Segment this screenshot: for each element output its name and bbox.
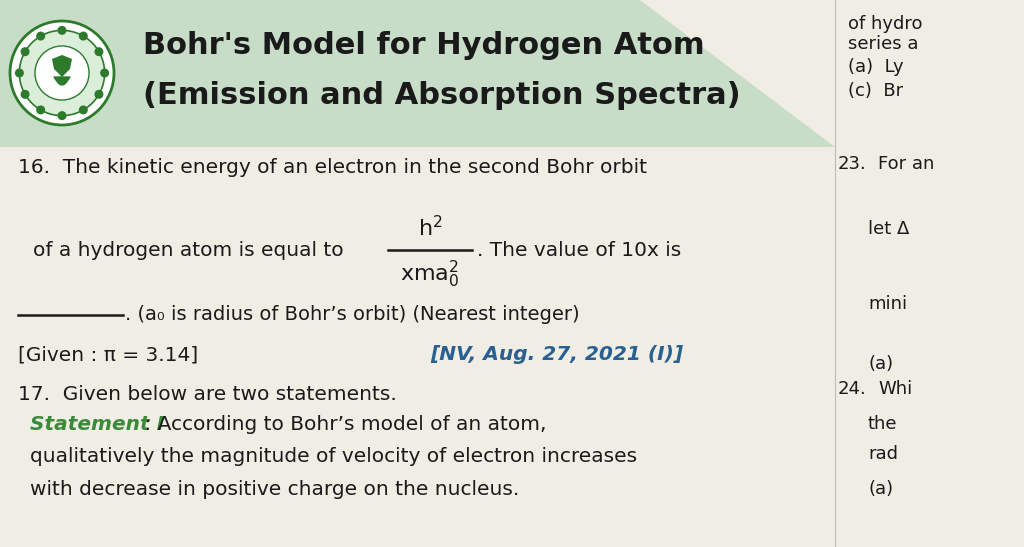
Text: 17.  Given below are two statements.: 17. Given below are two statements. (18, 385, 396, 404)
Text: xma$^2_0$: xma$^2_0$ (400, 258, 460, 289)
Text: (c)  Br: (c) Br (848, 82, 903, 100)
Polygon shape (640, 0, 835, 147)
Circle shape (94, 90, 103, 99)
Polygon shape (54, 77, 70, 85)
Text: [NV, Aug. 27, 2021 (I)]: [NV, Aug. 27, 2021 (I)] (430, 346, 683, 364)
Text: h$^2$: h$^2$ (418, 216, 442, 241)
Circle shape (57, 26, 67, 35)
Text: Bohr's Model for Hydrogen Atom: Bohr's Model for Hydrogen Atom (143, 31, 705, 60)
Text: (a)  Ly: (a) Ly (848, 58, 903, 76)
Circle shape (20, 47, 30, 56)
Text: 23.: 23. (838, 155, 866, 173)
Text: (a): (a) (868, 480, 893, 498)
Text: with decrease in positive charge on the nucleus.: with decrease in positive charge on the … (30, 480, 519, 499)
Text: the: the (868, 415, 897, 433)
Text: series a: series a (848, 35, 919, 53)
Text: . The value of 10x is: . The value of 10x is (477, 241, 681, 259)
Text: of a hydrogen atom is equal to: of a hydrogen atom is equal to (33, 241, 344, 259)
Circle shape (57, 111, 67, 120)
Circle shape (79, 32, 88, 40)
Circle shape (94, 47, 103, 56)
Circle shape (100, 68, 110, 78)
Text: (a): (a) (868, 355, 893, 373)
Text: Statement I: Statement I (30, 415, 164, 434)
Text: [Given : π = 3.14]: [Given : π = 3.14] (18, 346, 199, 364)
Circle shape (79, 106, 88, 114)
Text: : According to Bohr’s model of an atom,: : According to Bohr’s model of an atom, (138, 415, 547, 434)
Text: mini: mini (868, 295, 907, 313)
Text: let Δ: let Δ (868, 220, 909, 238)
Circle shape (20, 90, 30, 99)
Text: rad: rad (868, 445, 898, 463)
Text: 24.: 24. (838, 380, 866, 398)
Circle shape (19, 31, 104, 115)
Circle shape (10, 21, 114, 125)
Circle shape (35, 46, 89, 100)
Circle shape (36, 32, 45, 40)
Text: For an: For an (878, 155, 934, 173)
Circle shape (36, 106, 45, 114)
Polygon shape (52, 55, 72, 77)
Text: . (a₀ is radius of Bohr’s orbit) (Nearest integer): . (a₀ is radius of Bohr’s orbit) (Neares… (125, 306, 580, 324)
Text: (Emission and Absorption Spectra): (Emission and Absorption Spectra) (143, 80, 740, 109)
Bar (0, 0, 835, 147)
Text: 16.  The kinetic energy of an electron in the second Bohr orbit: 16. The kinetic energy of an electron in… (18, 158, 647, 177)
Text: Whi: Whi (878, 380, 912, 398)
Text: of hydro: of hydro (848, 15, 923, 33)
Text: qualitatively the magnitude of velocity of electron increases: qualitatively the magnitude of velocity … (30, 447, 637, 466)
Circle shape (15, 68, 24, 78)
